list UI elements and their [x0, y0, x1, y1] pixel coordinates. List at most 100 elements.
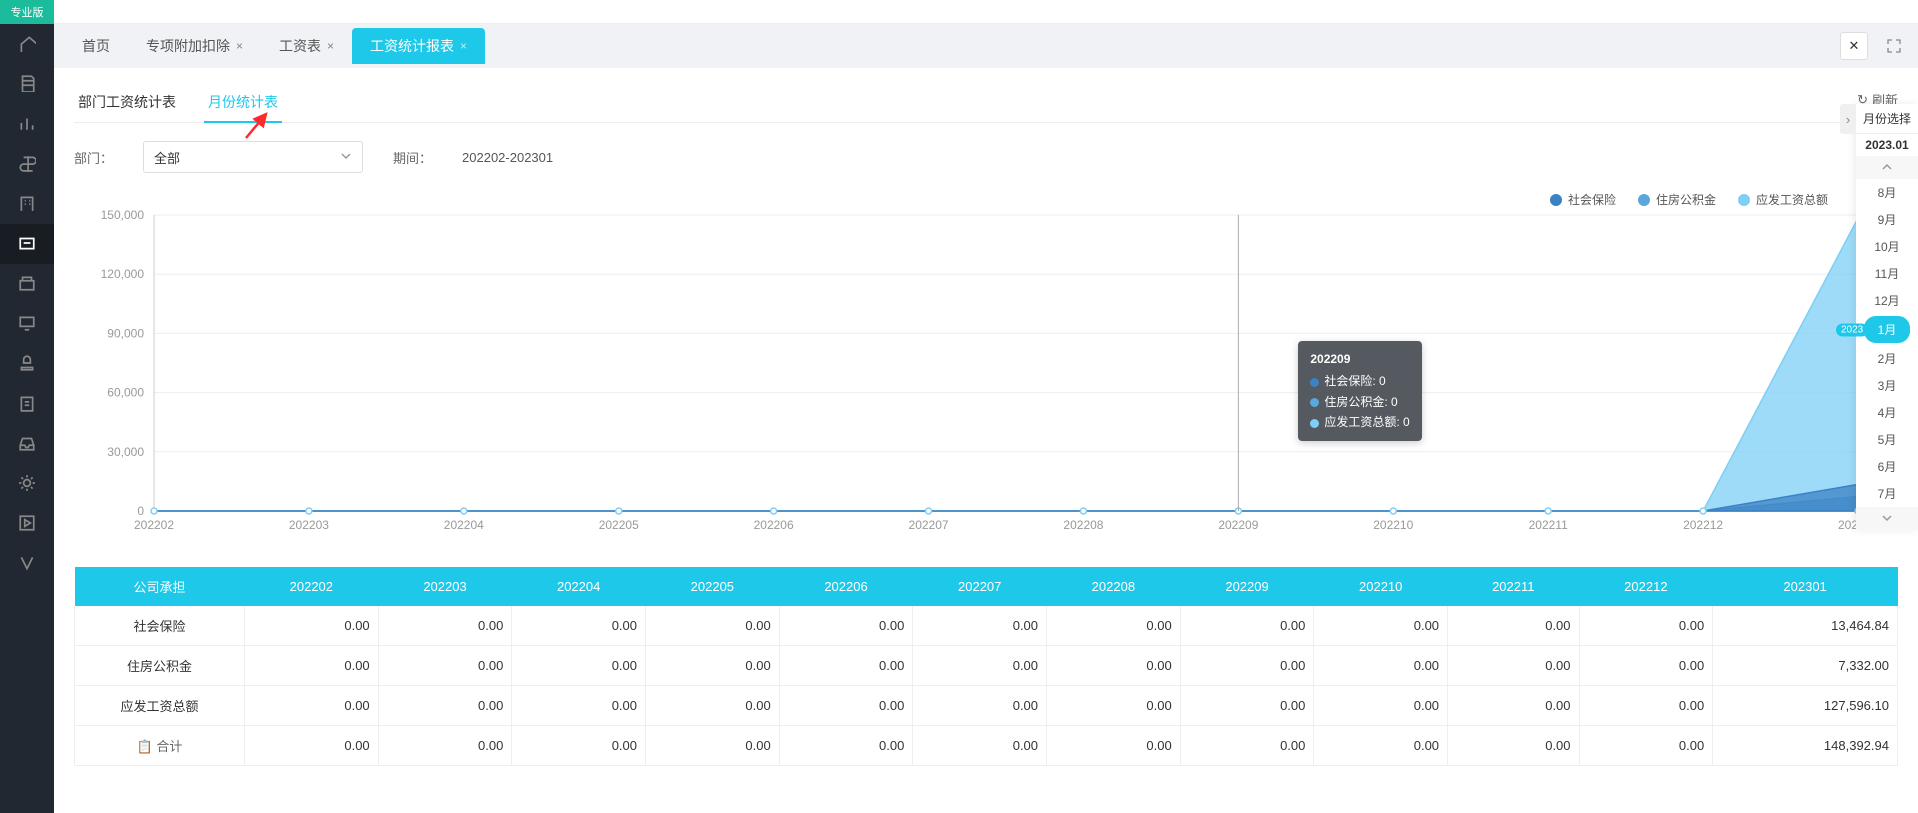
- tab-label: 工资统计报表: [370, 36, 454, 56]
- table-cell: 0.00: [1579, 646, 1713, 686]
- sidebar-item-gear[interactable]: [0, 464, 54, 504]
- asset-icon: [18, 274, 36, 295]
- sidebar-item-doc[interactable]: [0, 64, 54, 104]
- subtab-1[interactable]: 月份统计表: [204, 84, 282, 122]
- table-header-first: 公司承担: [75, 567, 245, 606]
- legend-item[interactable]: 住房公积金: [1638, 191, 1716, 208]
- table-cell: 0.00: [512, 646, 646, 686]
- svg-text:150,000: 150,000: [101, 208, 145, 222]
- legend-item[interactable]: 社会保险: [1550, 191, 1616, 208]
- table-cell: 0.00: [378, 606, 512, 646]
- sidebar-item-inbox[interactable]: [0, 424, 54, 464]
- table-cell: 0.00: [1180, 686, 1314, 726]
- sidebar-item-money[interactable]: [0, 144, 54, 184]
- table-cell: 0.00: [1047, 646, 1181, 686]
- report-icon: [18, 394, 36, 415]
- svg-text:202206: 202206: [754, 518, 794, 532]
- month-item[interactable]: 11月: [1856, 260, 1918, 287]
- tab-0[interactable]: 首页: [64, 28, 128, 64]
- table-header: 202212: [1579, 567, 1713, 606]
- sidebar-item-report[interactable]: [0, 384, 54, 424]
- money-icon: [18, 154, 36, 175]
- app-logo: 专业版: [0, 0, 54, 24]
- chevron-down-icon: [340, 150, 352, 165]
- month-item[interactable]: 10月: [1856, 233, 1918, 260]
- tab-2[interactable]: 工资表×: [261, 28, 352, 64]
- year-badge: 2023: [1836, 323, 1868, 336]
- svg-text:202204: 202204: [444, 518, 484, 532]
- month-item[interactable]: 9月: [1856, 206, 1918, 233]
- month-item[interactable]: 4月: [1856, 399, 1918, 426]
- chart-icon: [18, 114, 36, 135]
- table-cell: 0.00: [779, 726, 913, 766]
- month-scroll-up[interactable]: [1856, 156, 1918, 179]
- sub-tab-bar: 部门工资统计表月份统计表 ↻ 刷新: [74, 84, 1898, 123]
- legend-dot: [1550, 194, 1562, 206]
- sidebar-item-home[interactable]: [0, 24, 54, 64]
- sidebar-item-building[interactable]: [0, 184, 54, 224]
- tab-label: 专项附加扣除: [146, 36, 230, 56]
- table-cell: 0.00: [646, 726, 780, 766]
- month-item[interactable]: 1月2023: [1864, 316, 1910, 343]
- table-header: 202202: [245, 567, 379, 606]
- table-cell: 0.00: [1579, 686, 1713, 726]
- table-cell: 0.00: [913, 606, 1047, 646]
- tab-close-icon[interactable]: ×: [327, 39, 334, 53]
- table-cell: 0.00: [1314, 606, 1448, 646]
- table-cell: 0.00: [1047, 606, 1181, 646]
- legend-item[interactable]: 应发工资总额: [1738, 191, 1828, 208]
- legend-dot: [1638, 194, 1650, 206]
- table-cell: 0.00: [913, 726, 1047, 766]
- table-cell: 0.00: [245, 606, 379, 646]
- sidebar-item-asset[interactable]: [0, 264, 54, 304]
- month-item[interactable]: 5月: [1856, 426, 1918, 453]
- play-icon: [18, 514, 36, 535]
- salary-chart[interactable]: 030,00060,00090,000120,000150,0002022022…: [74, 191, 1898, 551]
- chart-container: 社会保险 住房公积金 应发工资总额 030,00060,00090,000120,0…: [74, 191, 1898, 551]
- tab-close-icon[interactable]: ×: [460, 39, 467, 53]
- table-cell: 148,392.94: [1713, 726, 1898, 766]
- table-cell: 0.00: [1579, 726, 1713, 766]
- table-cell: 0.00: [646, 646, 780, 686]
- month-item[interactable]: 6月: [1856, 453, 1918, 480]
- month-scroll-down[interactable]: [1856, 507, 1918, 530]
- month-item[interactable]: 7月: [1856, 480, 1918, 507]
- sidebar-item-play[interactable]: [0, 504, 54, 544]
- filter-row: 部门： 全部 期间： 202202-202301: [74, 123, 1898, 191]
- sidebar-item-salary[interactable]: [0, 224, 54, 264]
- row-label: 应发工资总额: [75, 686, 245, 726]
- month-item[interactable]: 2月: [1856, 345, 1918, 372]
- svg-text:202211: 202211: [1529, 518, 1568, 532]
- dept-label: 部门：: [74, 148, 113, 167]
- doc-icon: [18, 74, 36, 95]
- tab-close-icon[interactable]: ×: [236, 39, 243, 53]
- close-all-tabs-button[interactable]: ✕: [1840, 32, 1868, 60]
- home-icon: [18, 34, 36, 55]
- tab-label: 首页: [82, 36, 110, 56]
- tab-1[interactable]: 专项附加扣除 ×: [128, 28, 261, 64]
- table-cell: 0.00: [1314, 646, 1448, 686]
- month-item[interactable]: 3月: [1856, 372, 1918, 399]
- table-cell: 0.00: [779, 646, 913, 686]
- sidebar-item-v[interactable]: [0, 544, 54, 584]
- v-icon: [18, 554, 36, 575]
- table-cell: 0.00: [245, 646, 379, 686]
- top-bar: [54, 0, 1918, 24]
- table-cell: 0.00: [1180, 726, 1314, 766]
- month-panel-title: 月份选择: [1856, 104, 1918, 134]
- table-header: 202209: [1180, 567, 1314, 606]
- sidebar-item-screen[interactable]: [0, 304, 54, 344]
- subtab-0[interactable]: 部门工资统计表: [74, 84, 180, 122]
- sidebar-item-chart[interactable]: [0, 104, 54, 144]
- sidebar-item-stamp[interactable]: [0, 344, 54, 384]
- salary-icon: [18, 234, 36, 255]
- fullscreen-icon[interactable]: [1884, 36, 1904, 56]
- table-header: 202205: [646, 567, 780, 606]
- month-item[interactable]: 12月: [1856, 287, 1918, 314]
- stamp-icon: [18, 354, 36, 375]
- month-item[interactable]: 8月: [1856, 179, 1918, 206]
- collapse-panel-button[interactable]: ›: [1840, 104, 1856, 134]
- dept-select[interactable]: 全部: [143, 141, 363, 173]
- tab-3[interactable]: 工资统计报表 ×: [352, 28, 485, 64]
- tab-bar: 首页专项附加扣除×工资表×工资统计报表× ✕: [54, 24, 1918, 68]
